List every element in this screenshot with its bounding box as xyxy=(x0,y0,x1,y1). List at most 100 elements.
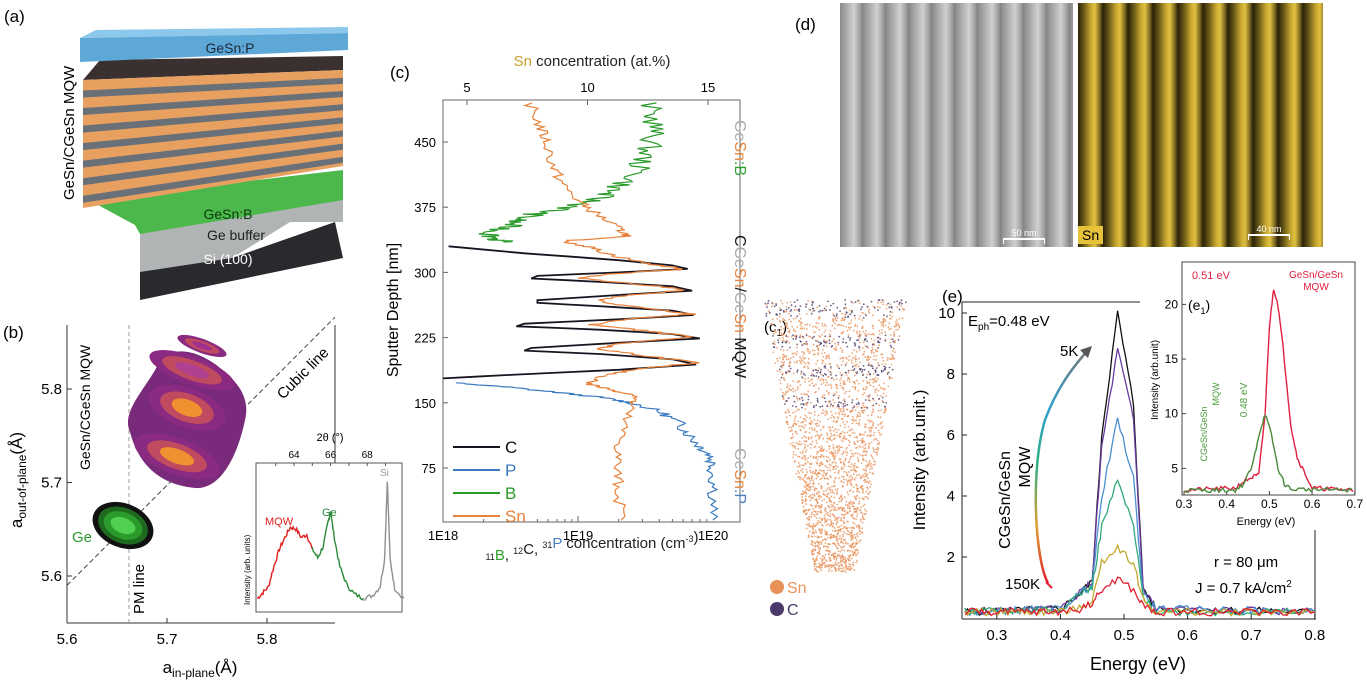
apt-atom-sn xyxy=(827,355,830,358)
apt-atom-c xyxy=(817,376,820,378)
apt-atom-sn xyxy=(839,382,842,384)
apt-atom-sn xyxy=(880,433,883,436)
apt-atom-sn xyxy=(851,352,853,354)
apt-atom-sn xyxy=(805,485,808,488)
apt-atom-sn xyxy=(799,324,802,327)
apt-atom-c xyxy=(858,403,860,405)
apt-atom-sn xyxy=(870,454,873,457)
apt-atom-sn xyxy=(842,383,845,386)
apt-atom-sn xyxy=(857,488,860,490)
apt-atom-sn xyxy=(834,570,837,572)
apt-atom-c xyxy=(888,366,891,369)
apt-atom-sn xyxy=(858,424,861,427)
apt-atom-sn xyxy=(837,526,839,528)
apt-atom-sn xyxy=(870,483,872,486)
apt-atom-c xyxy=(866,345,868,348)
apt-atom-sn xyxy=(864,332,866,335)
apt-atom-sn xyxy=(838,544,840,547)
sims-curve-p xyxy=(455,382,719,521)
apt-atom-sn xyxy=(867,497,869,500)
apt-atom-sn xyxy=(819,456,822,458)
apt-atom-sn xyxy=(841,567,843,570)
apt-atom-sn xyxy=(798,359,801,362)
apt-atom-sn xyxy=(829,510,831,512)
apt-atom-sn xyxy=(858,530,861,533)
apt-atom-sn xyxy=(855,518,857,520)
apt-atom-sn xyxy=(856,405,859,408)
apt-atom-sn xyxy=(853,349,855,351)
apt-atom-sn xyxy=(818,335,820,337)
apt-atom-sn xyxy=(795,442,798,444)
apt-atom-sn xyxy=(812,457,815,459)
apt-atom-sn xyxy=(804,474,807,477)
apt-atom-sn xyxy=(892,347,895,350)
apt-atom-sn xyxy=(869,486,871,488)
apt-atom-sn xyxy=(854,323,857,326)
apt-atom-sn xyxy=(792,387,794,390)
apt-atom-sn xyxy=(890,363,893,366)
apt-atom-sn xyxy=(870,337,873,340)
apt-atom-sn xyxy=(839,519,842,522)
apt-atom-c xyxy=(844,303,847,306)
apt-atom-c xyxy=(847,315,849,318)
apt-atom-c xyxy=(796,299,799,301)
apt-atom-c xyxy=(848,339,851,341)
apt-atom-sn xyxy=(864,481,867,484)
apt-atom-sn xyxy=(776,370,779,372)
apt-atom-sn xyxy=(771,305,773,308)
panel-b-label: (b) xyxy=(3,323,24,342)
apt-atom-sn xyxy=(800,362,802,365)
apt-atom-sn xyxy=(855,422,858,425)
legend-label-sn: Sn xyxy=(505,507,526,526)
apt-atom-sn xyxy=(804,462,807,465)
apt-atom-sn xyxy=(854,469,857,472)
apt-atom-sn xyxy=(780,361,783,363)
apt-atom-sn xyxy=(804,362,807,365)
scale-bar-right-label: 40 nm xyxy=(1256,224,1282,234)
y-tick-label: 2 xyxy=(947,549,955,566)
apt-atom-sn xyxy=(805,503,807,506)
apt-atom-sn xyxy=(835,545,837,548)
apt-atom-sn xyxy=(863,433,865,436)
apt-atom-sn xyxy=(843,381,846,384)
y-axis-label: Intensity (arb. units) xyxy=(243,534,252,605)
apt-atom-sn xyxy=(825,545,827,548)
apt-atom-sn xyxy=(796,381,799,384)
apt-atom-sn xyxy=(791,444,794,447)
apt-atom-sn xyxy=(801,490,804,493)
apt-atom-sn xyxy=(837,343,840,346)
apt-atom-sn xyxy=(848,545,851,547)
apt-atom-sn xyxy=(780,329,782,331)
apt-atom-sn xyxy=(838,537,841,540)
apt-atom-c xyxy=(837,341,840,344)
apt-atom-sn xyxy=(893,333,895,336)
apt-atom-sn xyxy=(821,559,824,561)
apt-atom-sn xyxy=(842,478,845,481)
apt-atom-sn xyxy=(812,507,815,510)
apt-atom-sn xyxy=(884,387,886,390)
apt-atom-c xyxy=(842,341,844,344)
apt-atom-sn xyxy=(820,469,823,472)
apt-atom-sn xyxy=(825,524,828,526)
apt-atom-c xyxy=(822,374,825,377)
apt-atom-sn xyxy=(849,501,851,504)
apt-atom-sn xyxy=(853,381,856,383)
apt-atom-sn xyxy=(817,519,820,522)
apt-atom-sn xyxy=(861,527,864,530)
rsm-peak-mqw xyxy=(192,341,212,351)
y-axis-label: Intensity (arb.unit.) xyxy=(910,390,929,531)
apt-atom-c xyxy=(836,306,839,309)
apt-atom-sn xyxy=(852,537,854,540)
apt-atom-sn xyxy=(851,476,854,479)
x-tick-label: 0.6 xyxy=(1177,627,1198,644)
apt-atom-sn xyxy=(856,512,859,515)
apt-atom-sn xyxy=(817,349,820,352)
apt-atom-c xyxy=(889,310,892,313)
apt-atom-sn xyxy=(872,381,875,384)
x-tick-label: 1E20 xyxy=(698,528,728,543)
apt-atom-sn xyxy=(836,324,839,327)
apt-atom-sn xyxy=(855,350,858,353)
apt-atom-sn xyxy=(811,531,814,533)
temperature-high-label: 5K xyxy=(1060,343,1078,360)
